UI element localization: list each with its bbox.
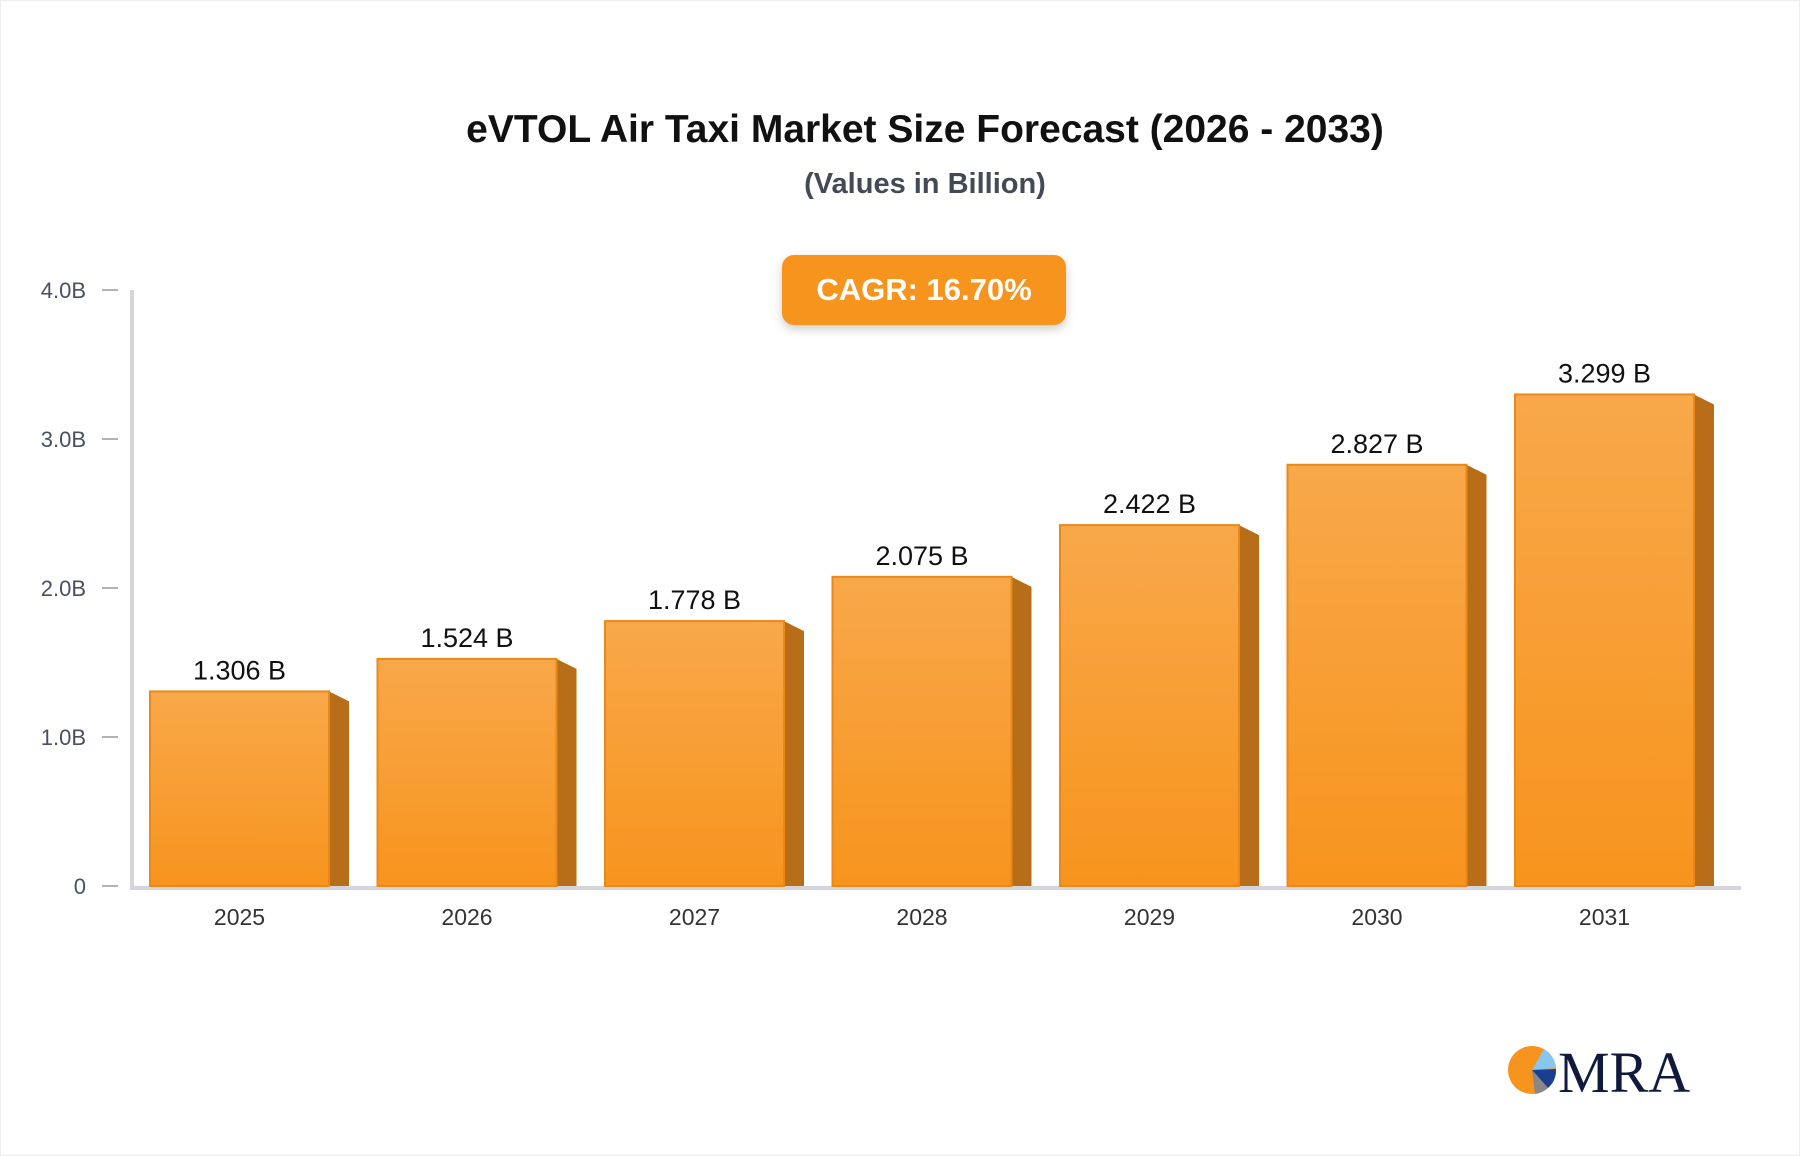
- data-label: 2.422 B: [1103, 489, 1196, 519]
- data-label: 1.524 B: [420, 623, 513, 653]
- y-tick-label: 1.0B: [41, 725, 86, 750]
- bar-side: [1466, 464, 1487, 886]
- logo-text: MRA: [1558, 1040, 1690, 1100]
- x-tick-label: 2027: [669, 904, 720, 930]
- data-label: 2.075 B: [875, 541, 968, 571]
- cagr-badge: CAGR: 16.70%: [782, 255, 1066, 325]
- y-tick-label: 3.0B: [41, 427, 86, 452]
- mra-logo: MRA: [1508, 1040, 1690, 1100]
- data-label: 1.778 B: [648, 585, 741, 615]
- x-tick-label: 2030: [1351, 904, 1402, 930]
- bar: [604, 620, 785, 887]
- x-tick-label: 2031: [1579, 904, 1630, 930]
- bar: [376, 657, 558, 888]
- x-tick-label: 2029: [1124, 904, 1175, 930]
- y-tick-label: 0: [74, 874, 86, 899]
- chart-title: eVTOL Air Taxi Market Size Forecast (202…: [466, 108, 1384, 151]
- data-label: 1.306 B: [193, 655, 286, 685]
- bar-side: [1694, 394, 1714, 886]
- bar: [1286, 463, 1468, 887]
- x-tick-label: 2025: [214, 904, 265, 930]
- y-tick-label: 2.0B: [41, 576, 86, 601]
- bar: [149, 690, 330, 887]
- bar-side: [784, 621, 804, 886]
- bar-side: [1011, 576, 1032, 886]
- data-label: 3.299 B: [1558, 358, 1651, 388]
- bar: [831, 575, 1013, 887]
- x-tick-label: 2026: [441, 904, 492, 930]
- data-label: 2.827 B: [1330, 429, 1423, 459]
- x-tick-label: 2028: [896, 904, 947, 930]
- bar-side: [556, 658, 577, 886]
- bar: [1059, 524, 1240, 887]
- y-tick-label: 4.0B: [41, 278, 86, 303]
- bar: [1514, 393, 1695, 887]
- bar-side: [329, 691, 349, 886]
- chart-subtitle: (Values in Billion): [804, 168, 1046, 200]
- bar-side: [1239, 525, 1259, 886]
